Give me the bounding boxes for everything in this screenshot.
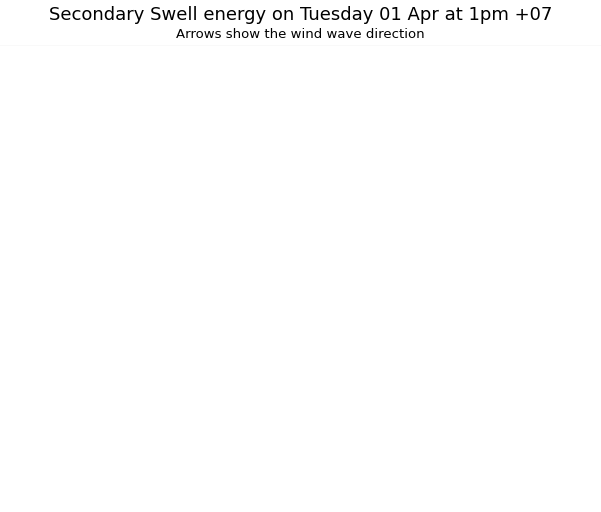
Text: Arrows show the wind wave direction: Arrows show the wind wave direction: [176, 28, 425, 41]
Text: Secondary Swell energy on Tuesday 01 Apr at 1pm +07: Secondary Swell energy on Tuesday 01 Apr…: [49, 6, 552, 24]
